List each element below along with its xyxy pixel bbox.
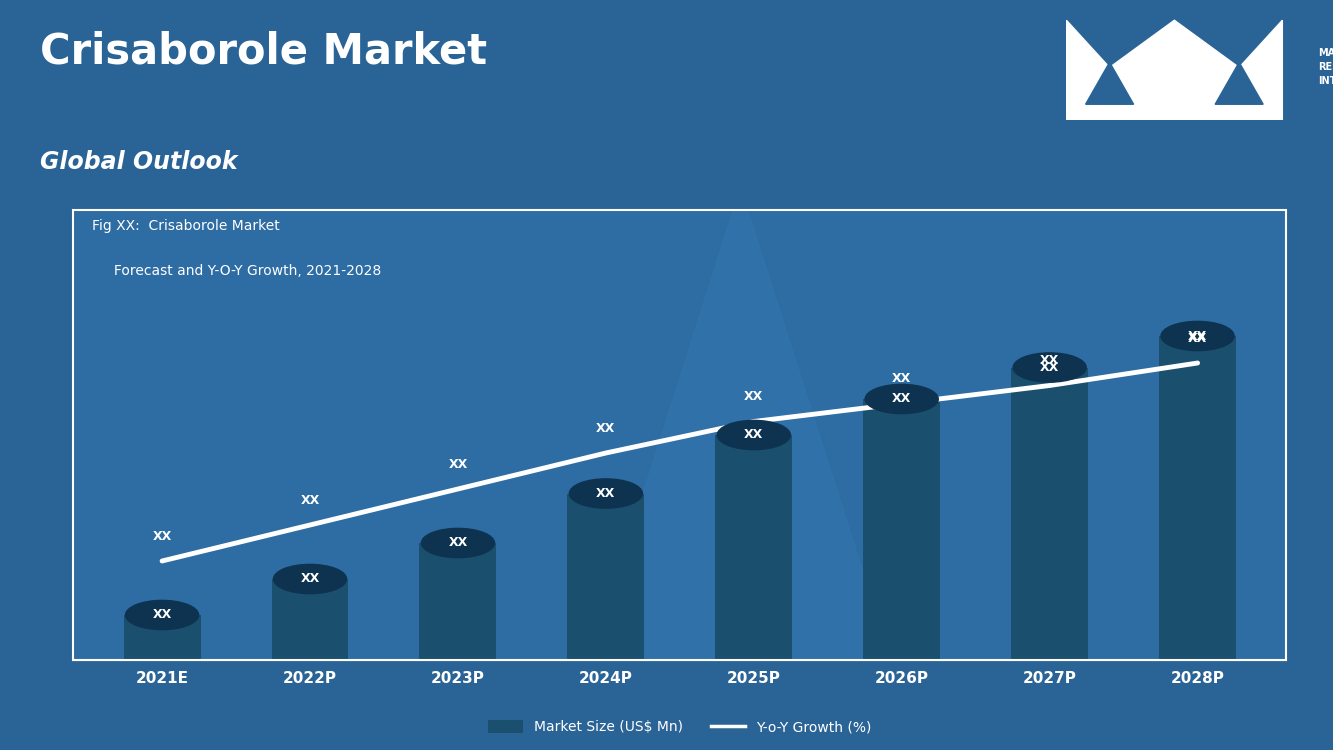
Text: XX: XX xyxy=(300,494,320,507)
Ellipse shape xyxy=(569,479,643,508)
Legend: Market Size (US$ Mn), Y-o-Y Growth (%): Market Size (US$ Mn), Y-o-Y Growth (%) xyxy=(488,720,872,734)
Ellipse shape xyxy=(125,600,199,630)
Text: XX: XX xyxy=(1188,329,1208,343)
Ellipse shape xyxy=(865,384,938,414)
Text: Forecast and Y-O-Y Growth, 2021-2028: Forecast and Y-O-Y Growth, 2021-2028 xyxy=(92,264,381,278)
Text: XX: XX xyxy=(448,536,468,550)
Text: XX: XX xyxy=(744,391,764,404)
Text: XX: XX xyxy=(744,428,764,442)
Polygon shape xyxy=(1216,62,1264,104)
Text: XX: XX xyxy=(1040,355,1060,368)
Ellipse shape xyxy=(1013,353,1086,382)
Ellipse shape xyxy=(1161,321,1234,351)
Text: MARKET
RESEARCH
INTELLECT: MARKET RESEARCH INTELLECT xyxy=(1318,49,1333,86)
Polygon shape xyxy=(1085,62,1133,104)
Text: XX: XX xyxy=(300,572,320,586)
Text: XX: XX xyxy=(596,422,616,435)
Text: XX: XX xyxy=(596,487,616,500)
Bar xyxy=(124,615,200,660)
Text: XX: XX xyxy=(892,373,912,386)
Bar xyxy=(272,579,348,660)
Bar xyxy=(1012,368,1088,660)
Bar xyxy=(420,543,496,660)
Polygon shape xyxy=(583,188,898,682)
Ellipse shape xyxy=(421,528,495,558)
Polygon shape xyxy=(1066,20,1282,120)
Bar xyxy=(1160,336,1236,660)
Text: Fig XX:  Crisaborole Market: Fig XX: Crisaborole Market xyxy=(92,219,279,233)
Text: XX: XX xyxy=(152,530,172,543)
Ellipse shape xyxy=(273,564,347,594)
Text: XX: XX xyxy=(152,608,172,622)
Bar xyxy=(568,494,644,660)
Text: Global Outlook: Global Outlook xyxy=(40,150,237,174)
Text: XX: XX xyxy=(1188,332,1208,345)
Text: Crisaborole Market: Crisaborole Market xyxy=(40,30,487,72)
Text: XX: XX xyxy=(1040,361,1060,374)
Bar xyxy=(716,435,792,660)
Ellipse shape xyxy=(717,420,790,450)
Bar xyxy=(864,399,940,660)
Text: XX: XX xyxy=(892,392,912,406)
Text: XX: XX xyxy=(448,458,468,471)
